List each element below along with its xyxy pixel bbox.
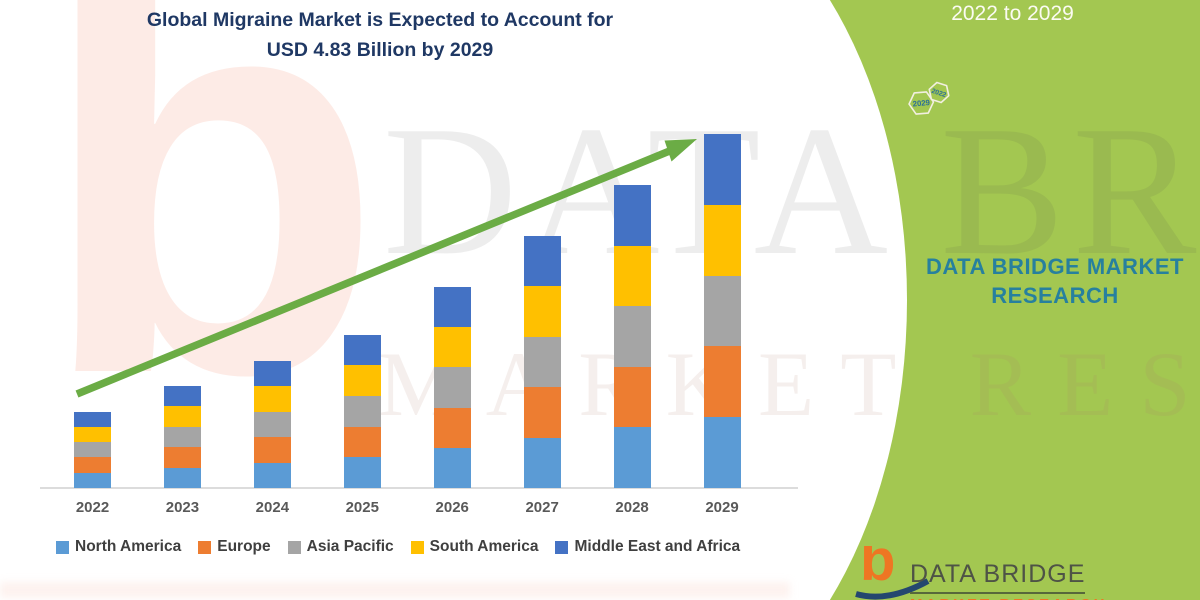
legend-item-asia-pacific: Asia Pacific [287, 538, 394, 556]
x-axis-label-2027: 2027 [525, 499, 559, 516]
legend-label: Europe [217, 538, 271, 555]
bar-segment-2029-south-america [703, 204, 741, 276]
logo-b-icon: b [860, 546, 896, 593]
legend-swatch-icon [198, 540, 212, 554]
legend-label: South America [429, 538, 539, 555]
bar-segment-2029-europe [703, 346, 741, 418]
hexagon-small-outline [928, 81, 950, 104]
bar-segment-2029-asia-pacific [703, 275, 741, 347]
bar-segment-2025-middle-east-and-africa [343, 334, 381, 366]
legend-item-middle-east-and-africa: Middle East and Africa [555, 538, 740, 556]
stacked-bar-2025 [343, 334, 381, 488]
bar-segment-2025-north-america [343, 457, 381, 488]
bar-segment-2024-middle-east-and-africa [253, 360, 291, 386]
legend-label: North America [75, 538, 182, 555]
x-axis-label-2022: 2022 [75, 499, 110, 516]
stacked-bar-2029 [703, 134, 741, 488]
stacked-bar-2027 [523, 236, 561, 488]
chart-title-line1: Global Migraine Market is Expected to Ac… [146, 9, 614, 31]
bar-segment-2028-south-america [613, 245, 651, 307]
stacked-bar-2026 [433, 287, 471, 488]
bar-segment-2028-middle-east-and-africa [613, 185, 651, 246]
logo-company-subline: MARKET RESEARCH [910, 596, 1108, 600]
bar-segment-2028-asia-pacific [613, 306, 651, 367]
bar-segment-2026-south-america [433, 327, 471, 368]
forecast-range-text: 2022 to 2029 [951, 2, 1074, 25]
bar-segment-2023-south-america [163, 406, 201, 427]
x-axis-line [40, 487, 798, 489]
legend-swatch-icon [287, 540, 301, 554]
bar-segment-2024-asia-pacific [253, 411, 291, 437]
logo-company-name: DATA BRIDGE [910, 560, 1086, 594]
bar-segment-2026-asia-pacific [433, 367, 471, 408]
hexagon-small-year: 2022 [930, 88, 947, 99]
bar-segment-2023-asia-pacific [163, 426, 201, 448]
stacked-bar-2024 [253, 360, 291, 488]
logo-swoosh-icon [855, 578, 930, 600]
watermark-bottom-band [0, 582, 790, 598]
x-axis-label-2029: 2029 [705, 499, 739, 516]
hexagon-badges: 2029 2022 [908, 81, 950, 115]
chart-title-line2: USD 4.83 Billion by 2029 [266, 39, 494, 61]
bar-segment-2029-north-america [703, 417, 741, 488]
bar-segment-2023-north-america [163, 467, 201, 488]
bar-segment-2027-middle-east-and-africa [523, 236, 561, 287]
x-axis-label-2023: 2023 [165, 499, 200, 516]
brand-name-line1: DATA BRIDGE MARKET [926, 254, 1184, 279]
bar-segment-2026-middle-east-and-africa [433, 287, 471, 328]
bar-segment-2022-south-america [74, 426, 111, 443]
bar-segment-2027-north-america [523, 437, 561, 488]
x-axis-label-2024: 2024 [255, 499, 290, 516]
stacked-bar-2028 [613, 185, 651, 488]
bar-segment-2022-middle-east-and-africa [74, 411, 111, 427]
bar-segment-2024-europe [253, 437, 291, 463]
bar-segment-2029-middle-east-and-africa [703, 134, 741, 205]
brand-name-block: DATA BRIDGE MARKET RESEARCH [905, 252, 1200, 310]
bar-segment-2028-europe [613, 366, 651, 428]
hexagon-large-outline [908, 91, 935, 115]
legend-swatch-icon [410, 540, 424, 554]
stacked-bar-2023 [163, 386, 201, 488]
bar-segment-2025-south-america [343, 365, 381, 396]
legend-swatch-icon [555, 540, 569, 554]
bar-segment-2028-north-america [613, 427, 651, 488]
legend-item-europe: Europe [198, 538, 271, 556]
bar-segment-2026-europe [433, 407, 471, 448]
legend-item-south-america: South America [410, 538, 539, 556]
bar-segment-2022-europe [74, 457, 111, 473]
legend-label: Middle East and Africa [574, 538, 741, 555]
bar-segment-2023-middle-east-and-africa [163, 386, 201, 407]
bar-segment-2026-north-america [433, 447, 471, 488]
bar-segment-2023-europe [163, 447, 201, 468]
bar-segment-2025-europe [343, 426, 381, 458]
bar-segment-2024-north-america [253, 462, 291, 488]
hexagon-large-year: 2029 [912, 98, 931, 109]
x-axis-label-2028: 2028 [615, 499, 649, 516]
watermark-brand-text-2: MARKET RESEARCH [378, 333, 1200, 435]
bar-segment-2027-europe [523, 387, 561, 438]
bar-segment-2027-asia-pacific [523, 336, 561, 388]
stacked-bar-2022 [74, 411, 111, 488]
x-axis-label-2026: 2026 [435, 499, 469, 516]
chart-title: Global Migraine Market is Expected to Ac… [50, 5, 710, 65]
bar-segment-2022-asia-pacific [74, 442, 111, 458]
watermark-b-logo: b [38, 0, 384, 491]
bar-segment-2022-north-america [74, 472, 111, 488]
legend-swatch-icon [56, 540, 69, 554]
legend: North America Europe Asia Pacific South Ame… [56, 538, 740, 556]
company-logo: b DATA BRIDGE MARKET RESEARCH [852, 546, 1200, 600]
bar-segment-2025-asia-pacific [343, 395, 381, 427]
bar-segment-2024-south-america [253, 386, 291, 412]
legend-item-north-america: North America [56, 538, 181, 556]
bar-segment-2027-south-america [523, 286, 561, 337]
x-axis-label-2025: 2025 [345, 499, 379, 516]
brand-name-line2: RESEARCH [991, 283, 1119, 308]
legend-label: Asia Pacific [306, 538, 394, 555]
